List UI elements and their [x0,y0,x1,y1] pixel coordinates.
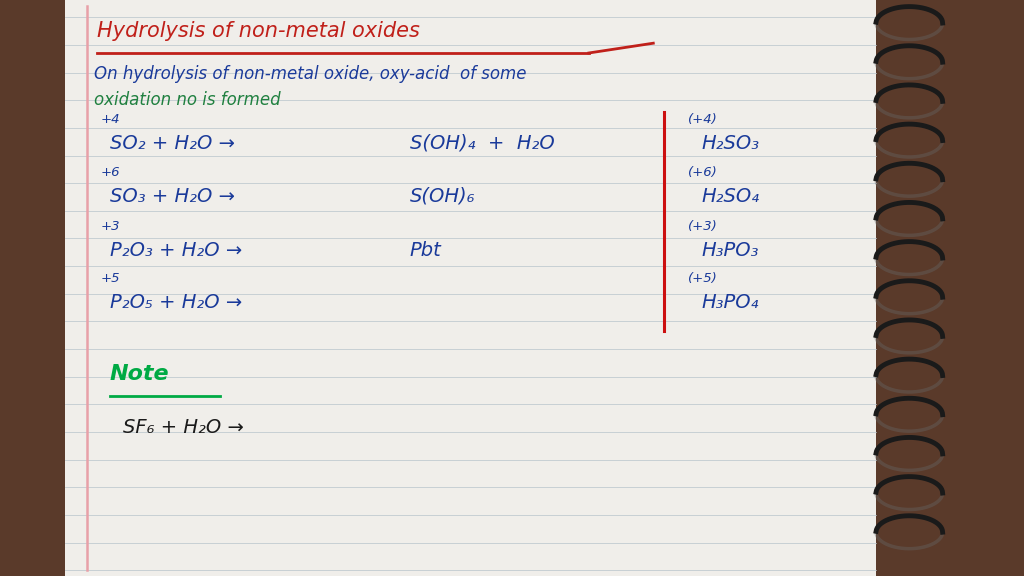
Bar [65,252,886,264]
Bar [65,409,886,420]
Bar [65,448,886,460]
Text: H₂SO₃: H₂SO₃ [701,134,760,153]
Text: SO₃ + H₂O →: SO₃ + H₂O → [110,187,234,206]
Bar [65,370,886,381]
Bar [65,17,886,29]
Text: (+6): (+6) [688,166,718,179]
Bar [65,291,886,303]
Text: H₃PO₃: H₃PO₃ [701,241,759,260]
Text: Note: Note [110,364,169,384]
Text: P₂O₃ + H₂O →: P₂O₃ + H₂O → [110,241,242,260]
Text: On hydrolysis of non-metal oxide, oxy-acid  of some: On hydrolysis of non-metal oxide, oxy-ac… [94,66,526,84]
Text: +4: +4 [100,113,120,126]
Bar [65,96,886,107]
Text: oxidation no is formed: oxidation no is formed [94,91,281,109]
Text: H₃PO₄: H₃PO₄ [701,293,759,312]
Text: +6: +6 [100,166,120,179]
Bar [65,331,886,342]
Text: Pbt: Pbt [410,241,441,260]
Text: S(OH)₄  +  H₂O: S(OH)₄ + H₂O [410,134,554,153]
Bar [65,56,886,68]
Text: (+5): (+5) [688,272,718,285]
Bar [65,487,886,499]
Bar [65,526,886,538]
Bar [65,213,886,225]
Text: +3: +3 [100,220,120,233]
Text: H₂SO₄: H₂SO₄ [701,187,760,206]
Text: +5: +5 [100,272,120,285]
Bar [65,135,886,146]
Text: (+3): (+3) [688,220,718,233]
Text: SF₆ + H₂O →: SF₆ + H₂O → [123,418,244,437]
Text: (+4): (+4) [688,113,718,126]
Text: S(OH)₆: S(OH)₆ [410,187,475,206]
Text: Hydrolysis of non-metal oxides: Hydrolysis of non-metal oxides [97,21,420,41]
Bar [65,174,886,185]
Text: P₂O₅ + H₂O →: P₂O₅ + H₂O → [110,293,242,312]
Text: SO₂ + H₂O →: SO₂ + H₂O → [110,134,234,153]
Bar [65,0,876,576]
